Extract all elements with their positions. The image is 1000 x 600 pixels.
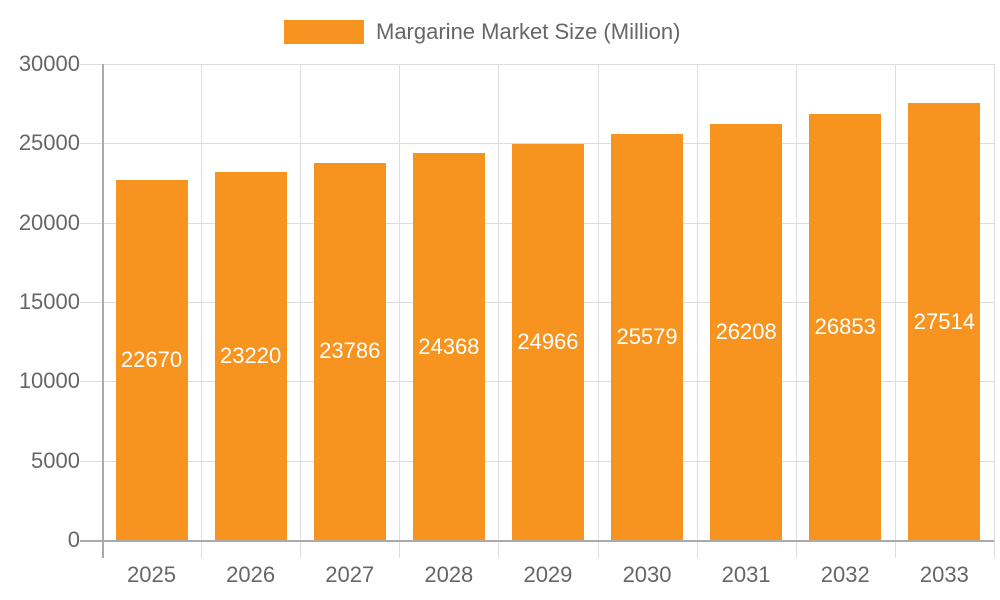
x-tick-label: 2032 [820,562,870,587]
bar-2026[interactable] [214,171,287,540]
v-gridline [796,64,797,558]
y-tick-label: 30000 [18,51,80,76]
v-gridline [598,64,599,558]
bar-value-label: 22670 [120,347,183,373]
bar-value-label: 24966 [517,328,579,354]
y-tick-label: 10000 [18,368,80,394]
y-tick-label: 15000 [18,289,80,314]
v-gridline [300,64,301,558]
bar-value-label: 23786 [319,338,381,364]
bar-2028[interactable] [412,153,485,540]
bar-2029[interactable] [512,143,584,540]
x-tick-label: 2029 [523,562,573,587]
x-tick-label: 2031 [721,562,771,587]
x-axis [80,540,994,542]
v-gridline [697,64,698,558]
h-gridline [80,64,994,65]
x-tick-label: 2027 [325,562,375,587]
y-tick-label: 5000 [31,447,80,473]
legend-label: Margarine Market Size (Million) [376,19,681,44]
bar-2025[interactable] [115,180,188,540]
v-gridline [895,64,896,558]
h-gridline [80,143,994,145]
chart-legend[interactable]: Margarine Market Size (Million) [284,19,680,45]
y-tick-label: 25000 [18,130,80,156]
bar-value-label: 25579 [616,324,678,350]
v-gridline [498,64,499,558]
x-tick-label: 2028 [424,562,474,587]
bar-value-label: 23220 [220,342,282,368]
v-gridline [399,64,400,558]
bar-2031[interactable] [710,124,783,540]
y-tick-label: 20000 [18,209,80,235]
bar-value-label: 24368 [418,333,480,359]
x-tick-label: 2030 [622,562,672,587]
y-tick-label: 0 [67,527,80,552]
bar-2027[interactable] [313,162,386,540]
v-gridline [994,64,995,558]
v-gridline [201,64,202,558]
y-axis [102,64,104,558]
bar-value-label: 26853 [814,313,876,339]
x-tick-label: 2026 [226,562,276,587]
bar-2030[interactable] [611,134,684,540]
x-tick-label: 2033 [919,562,969,587]
bar-2032[interactable] [809,113,882,540]
legend-swatch [284,20,364,44]
bar-value-label: 26208 [715,319,777,345]
x-tick-label: 2025 [127,562,176,587]
bar-2033[interactable] [908,103,981,540]
bar-value-label: 27514 [913,308,975,334]
